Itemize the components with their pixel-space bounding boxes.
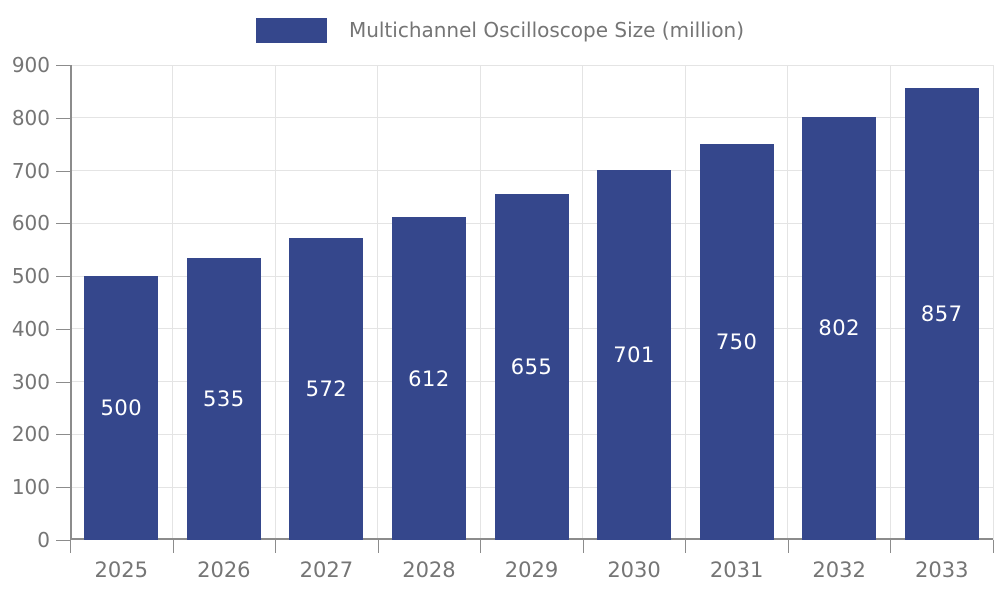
gridline-vertical <box>274 65 276 540</box>
y-axis-tick <box>56 65 70 66</box>
y-tick-label: 700 <box>11 158 50 183</box>
legend-label: Multichannel Oscilloscope Size (million) <box>348 18 745 42</box>
y-tick-label: 600 <box>11 211 50 236</box>
x-tick-label: 2033 <box>914 558 969 582</box>
gridline-vertical <box>172 65 174 540</box>
y-axis-tick <box>56 487 70 489</box>
x-axis-tick <box>685 540 687 553</box>
bar-2029: 655 <box>494 194 569 540</box>
bar-value-label: 701 <box>613 343 655 367</box>
x-tick-label: 2025 <box>94 558 148 582</box>
bar-value-label: 750 <box>715 330 758 355</box>
x-tick-label: 2032 <box>812 558 866 582</box>
y-tick-label: 400 <box>11 316 50 341</box>
gridline-vertical <box>992 65 994 540</box>
x-axis-tick <box>787 540 789 553</box>
bar-2030: 701 <box>597 170 672 540</box>
x-axis-tick <box>172 540 174 553</box>
x-tick-label: 2029 <box>504 558 559 582</box>
bar-2028: 612 <box>391 217 466 540</box>
bar-2027: 572 <box>289 238 364 540</box>
y-tick-label: 0 <box>37 528 50 552</box>
y-axis-tick <box>56 170 70 172</box>
bar-value-label: 802 <box>818 316 860 341</box>
gridline-vertical <box>377 65 379 540</box>
y-axis-tick <box>56 381 70 383</box>
x-axis-tick <box>275 540 277 553</box>
x-axis-tick <box>890 540 892 553</box>
y-tick-label: 800 <box>11 105 50 130</box>
x-tick-label: 2026 <box>197 558 251 582</box>
y-axis-tick <box>56 540 70 541</box>
y-tick-label: 500 <box>11 264 50 289</box>
x-axis-tick <box>480 540 482 553</box>
bar-value-label: 500 <box>100 396 143 421</box>
gridline-vertical <box>582 65 584 540</box>
gridline-horizontal <box>70 117 993 119</box>
legend-item[interactable]: Multichannel Oscilloscope Size (million) <box>255 18 745 43</box>
y-tick-label: 200 <box>11 422 50 447</box>
bar-2032: 802 <box>802 116 877 540</box>
gridline-vertical <box>889 65 891 540</box>
y-axis-tick <box>56 223 70 225</box>
gridline-vertical <box>684 65 686 540</box>
legend: Multichannel Oscilloscope Size (million) <box>0 18 1000 43</box>
gridline-horizontal <box>70 64 993 66</box>
plot-area: 500 535 572 612 655 701 750 802 857 <box>70 64 994 540</box>
x-tick-label: 2031 <box>709 558 764 582</box>
bar-2026: 535 <box>186 257 261 540</box>
gridline-vertical <box>479 65 481 540</box>
x-axis-tick <box>70 540 71 553</box>
y-tick-label: 900 <box>11 53 50 77</box>
y-axis-tick <box>56 276 70 278</box>
bar-2031: 750 <box>699 144 774 540</box>
y-tick-label: 300 <box>11 369 50 394</box>
y-axis-line <box>70 65 72 540</box>
bar-value-label: 857 <box>920 301 963 326</box>
bar-value-label: 572 <box>305 377 348 402</box>
y-axis-tick <box>56 434 70 436</box>
bar-2025: 500 <box>84 276 159 540</box>
bar-value-label: 612 <box>408 366 450 391</box>
x-axis-tick <box>377 540 379 553</box>
legend-swatch <box>255 18 327 43</box>
bar-value-label: 535 <box>203 386 245 411</box>
bar-value-label: 655 <box>510 355 553 380</box>
gridline-horizontal <box>70 170 993 172</box>
gridline-vertical <box>787 65 789 540</box>
x-axis-tick <box>993 540 994 553</box>
y-axis-tick <box>56 328 70 330</box>
bar-2033: 857 <box>904 87 979 540</box>
y-tick-label: 100 <box>11 475 50 500</box>
y-axis-tick <box>56 117 70 119</box>
x-tick-label: 2028 <box>402 558 456 582</box>
x-tick-label: 2027 <box>299 558 354 582</box>
x-tick-label: 2030 <box>607 558 661 582</box>
x-axis-tick <box>582 540 584 553</box>
